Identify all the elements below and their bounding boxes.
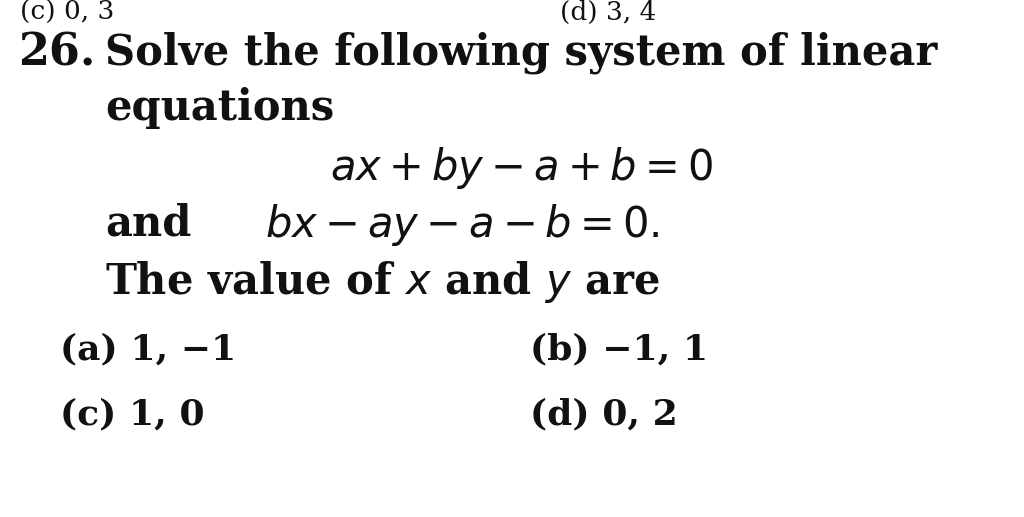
Text: and: and: [105, 202, 191, 244]
Text: (d) 3, 4: (d) 3, 4: [560, 0, 656, 25]
Text: (c) 1, 0: (c) 1, 0: [60, 397, 205, 431]
Text: The value of $x$ and $y$ are: The value of $x$ and $y$ are: [105, 259, 660, 305]
Text: (a) 1, −1: (a) 1, −1: [60, 332, 237, 366]
Text: (b) −1, 1: (b) −1, 1: [530, 332, 709, 366]
Text: (d) 0, 2: (d) 0, 2: [530, 397, 678, 431]
Text: $ax + by - a + b = 0$: $ax + by - a + b = 0$: [330, 145, 714, 191]
Text: $bx - ay - a - b = 0.$: $bx - ay - a - b = 0.$: [265, 202, 659, 248]
Text: Solve the following system of linear: Solve the following system of linear: [105, 32, 937, 74]
Text: (c) 0, 3: (c) 0, 3: [20, 0, 115, 25]
Text: 26.: 26.: [18, 32, 95, 75]
Text: equations: equations: [105, 87, 334, 129]
